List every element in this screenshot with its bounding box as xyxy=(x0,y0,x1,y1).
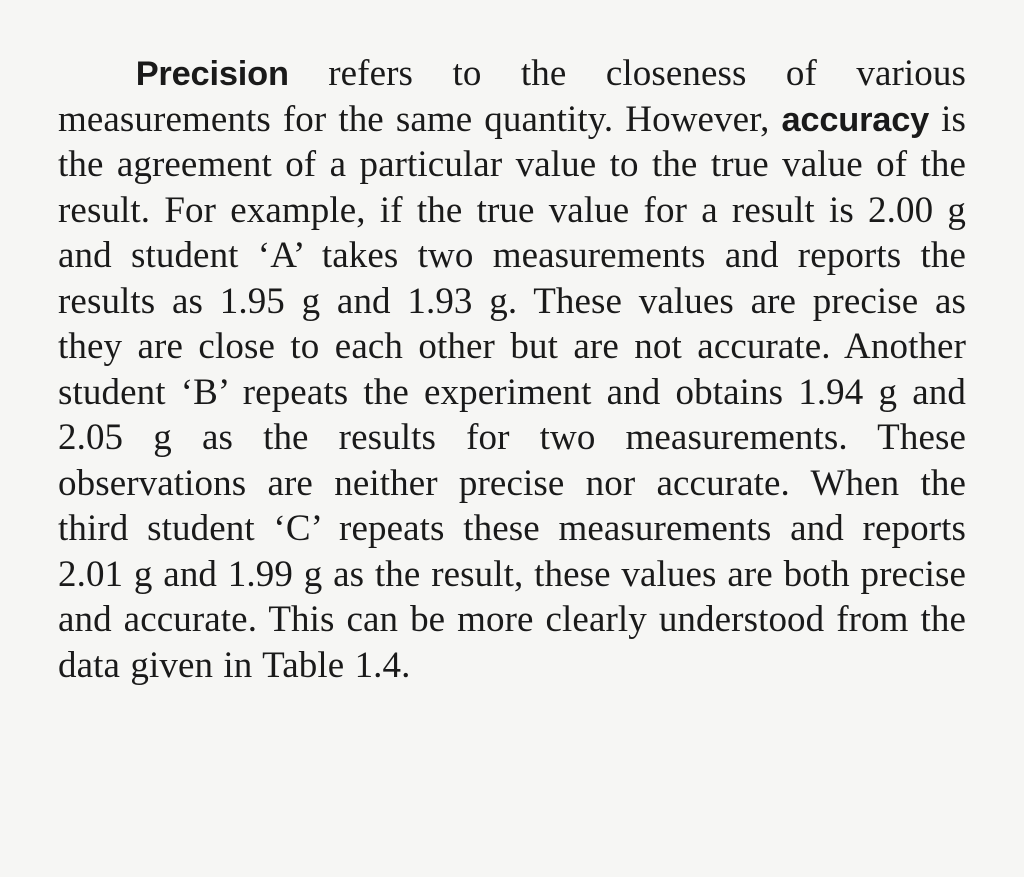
body-paragraph: Precision refers to the closeness of var… xyxy=(58,51,966,688)
term-precision: Precision xyxy=(136,55,289,93)
text-segment-2: is the agreement of a particular value t… xyxy=(58,99,966,686)
term-accuracy: accuracy xyxy=(781,101,929,139)
textbook-page: Precision refers to the closeness of var… xyxy=(0,0,1024,877)
